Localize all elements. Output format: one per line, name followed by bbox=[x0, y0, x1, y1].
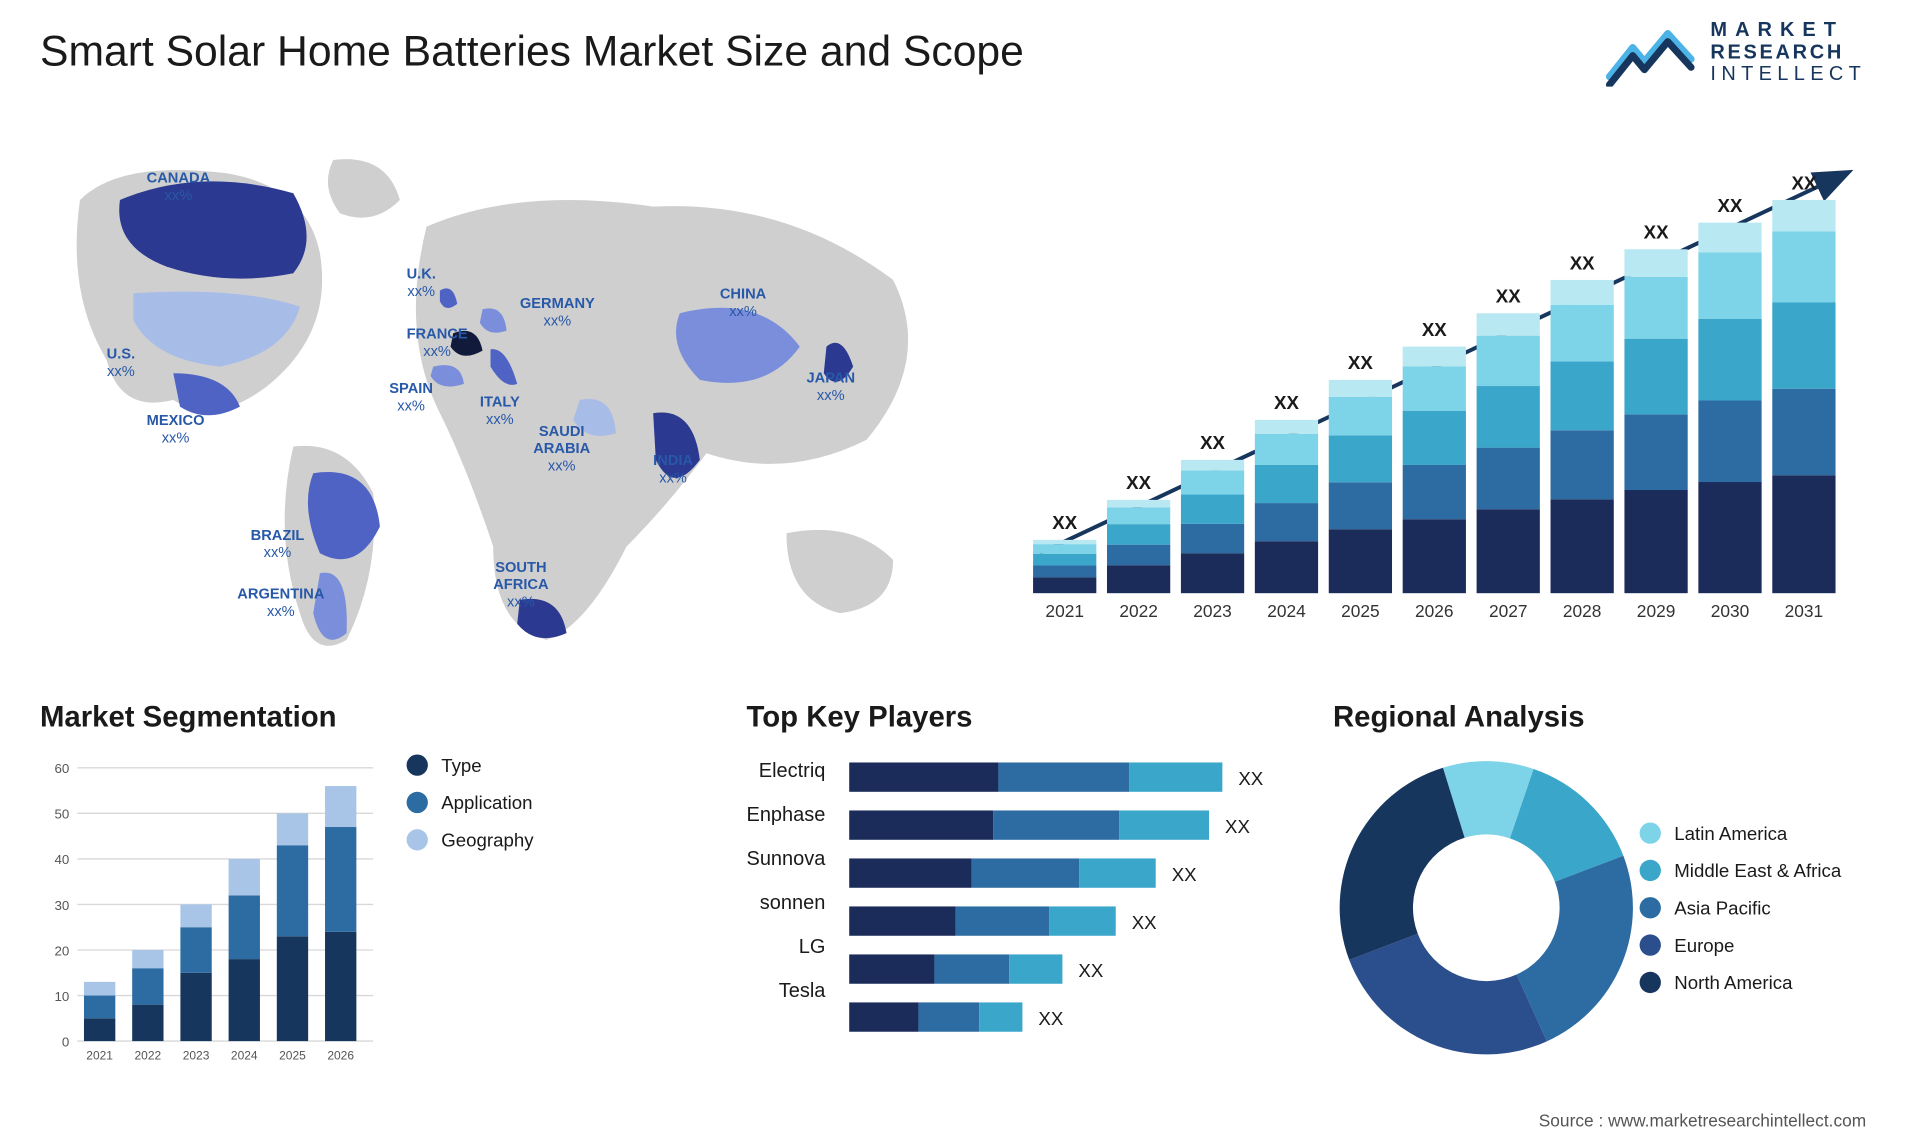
page-title: Smart Solar Home Batteries Market Size a… bbox=[40, 27, 1024, 76]
svg-text:XX: XX bbox=[1718, 195, 1743, 216]
map-label: CANADAxx% bbox=[147, 171, 211, 206]
top-key-players: Top Key Players Electriq Enphase Sunnova so… bbox=[746, 700, 1319, 1061]
map-label: SAUDIARABIAxx% bbox=[533, 424, 590, 477]
logo-icon bbox=[1604, 20, 1697, 87]
svg-text:40: 40 bbox=[54, 852, 69, 867]
svg-text:XX: XX bbox=[1200, 432, 1225, 453]
logo-text-3: INTELLECT bbox=[1710, 64, 1866, 86]
forecast-bar-chart: 2021 XX 2022 XX 2023 XX 2024 XX 2025 XX 2026 XX 2027… bbox=[1000, 140, 1866, 633]
regional-legend: Latin America Middle East & Africa Asia Pa… bbox=[1640, 822, 1842, 993]
svg-text:XX: XX bbox=[1422, 319, 1447, 340]
legend-item: Europe bbox=[1640, 934, 1842, 955]
player-name: LG bbox=[746, 936, 825, 959]
svg-text:2029: 2029 bbox=[1637, 601, 1676, 621]
world-map: CANADAxx% U.S.xx% MEXICOxx% BRAZILxx% ARGENT… bbox=[40, 133, 946, 666]
map-label: BRAZILxx% bbox=[251, 528, 305, 563]
legend-item: Type bbox=[407, 754, 534, 775]
svg-text:2026: 2026 bbox=[1415, 601, 1454, 621]
svg-text:2026: 2026 bbox=[327, 1049, 354, 1063]
map-label: CHINAxx% bbox=[720, 287, 766, 322]
svg-text:2023: 2023 bbox=[1193, 601, 1232, 621]
svg-text:XX: XX bbox=[1126, 472, 1151, 493]
player-name: Tesla bbox=[746, 980, 825, 1003]
player-name: Sunnova bbox=[746, 848, 825, 871]
legend-item: Application bbox=[407, 792, 534, 813]
svg-text:30: 30 bbox=[54, 898, 69, 913]
player-name: sonnen bbox=[746, 892, 825, 915]
legend-item: Asia Pacific bbox=[1640, 897, 1842, 918]
map-label: INDIAxx% bbox=[653, 453, 693, 488]
svg-text:50: 50 bbox=[54, 807, 69, 822]
svg-text:2028: 2028 bbox=[1563, 601, 1602, 621]
svg-text:2022: 2022 bbox=[135, 1049, 162, 1063]
svg-text:2024: 2024 bbox=[1267, 601, 1306, 621]
svg-text:2024: 2024 bbox=[231, 1049, 258, 1063]
svg-text:20: 20 bbox=[54, 943, 69, 958]
svg-text:10: 10 bbox=[54, 989, 69, 1004]
legend-item: Geography bbox=[407, 829, 534, 850]
svg-text:2025: 2025 bbox=[1341, 601, 1380, 621]
svg-text:XX: XX bbox=[1274, 392, 1299, 413]
brand-logo: MARKET RESEARCH INTELLECT bbox=[1604, 20, 1866, 87]
svg-text:2021: 2021 bbox=[86, 1049, 113, 1063]
legend-item: Latin America bbox=[1640, 822, 1842, 843]
map-label: U.K.xx% bbox=[407, 267, 436, 302]
player-name: Enphase bbox=[746, 804, 825, 827]
svg-text:XX: XX bbox=[1570, 252, 1595, 273]
map-label: ARGENTINAxx% bbox=[237, 587, 324, 622]
svg-text:2030: 2030 bbox=[1711, 601, 1750, 621]
map-label: ITALYxx% bbox=[480, 395, 520, 430]
map-label: GERMANYxx% bbox=[520, 296, 595, 331]
market-segmentation: Market Segmentation 0 10 20 30 40 50 60 2021 202… bbox=[40, 700, 600, 1075]
map-label: MEXICOxx% bbox=[147, 413, 205, 448]
svg-text:XX: XX bbox=[1039, 1008, 1064, 1029]
source-text: Source : www.marketresearchintellect.com bbox=[1539, 1110, 1866, 1130]
svg-text:2025: 2025 bbox=[279, 1049, 306, 1063]
svg-text:XX: XX bbox=[1644, 222, 1669, 243]
svg-text:XX: XX bbox=[1225, 816, 1250, 837]
logo-text-1: MARKET bbox=[1710, 20, 1866, 42]
svg-text:2022: 2022 bbox=[1119, 601, 1158, 621]
svg-text:XX: XX bbox=[1239, 768, 1264, 789]
map-label: JAPANxx% bbox=[806, 371, 855, 406]
players-title: Top Key Players bbox=[746, 700, 1319, 735]
players-chart: XX XX XX XX XX XX bbox=[849, 754, 1289, 1061]
svg-text:60: 60 bbox=[54, 761, 69, 776]
segmentation-chart: 0 10 20 30 40 50 60 2021 2022 2023 2024 2025 2026 bbox=[40, 754, 373, 1074]
svg-text:XX: XX bbox=[1172, 864, 1197, 885]
map-label: SPAINxx% bbox=[389, 381, 433, 416]
map-label: FRANCExx% bbox=[407, 327, 468, 362]
svg-text:XX: XX bbox=[1052, 512, 1077, 533]
segmentation-title: Market Segmentation bbox=[40, 700, 600, 735]
regional-donut bbox=[1333, 754, 1640, 1061]
legend-item: Middle East & Africa bbox=[1640, 860, 1842, 881]
segmentation-legend: Type Application Geography bbox=[407, 754, 534, 850]
svg-text:2023: 2023 bbox=[183, 1049, 210, 1063]
svg-text:0: 0 bbox=[62, 1034, 69, 1049]
svg-text:XX: XX bbox=[1348, 352, 1373, 373]
player-name: Electriq bbox=[746, 760, 825, 783]
players-labels: Electriq Enphase Sunnova sonnen LG Tesla bbox=[746, 754, 825, 1002]
svg-text:2027: 2027 bbox=[1489, 601, 1528, 621]
regional-title: Regional Analysis bbox=[1333, 700, 1866, 735]
svg-text:XX: XX bbox=[1791, 172, 1816, 193]
regional-analysis: Regional Analysis Latin America Middle Ea… bbox=[1333, 700, 1866, 1061]
map-label: U.S.xx% bbox=[107, 347, 136, 382]
legend-item: North America bbox=[1640, 972, 1842, 993]
svg-text:2021: 2021 bbox=[1045, 601, 1084, 621]
svg-text:2031: 2031 bbox=[1785, 601, 1824, 621]
svg-text:XX: XX bbox=[1079, 960, 1104, 981]
svg-text:XX: XX bbox=[1132, 912, 1157, 933]
map-label: SOUTHAFRICAxx% bbox=[493, 560, 548, 613]
logo-text-2: RESEARCH bbox=[1710, 42, 1866, 64]
svg-text:XX: XX bbox=[1496, 286, 1521, 307]
